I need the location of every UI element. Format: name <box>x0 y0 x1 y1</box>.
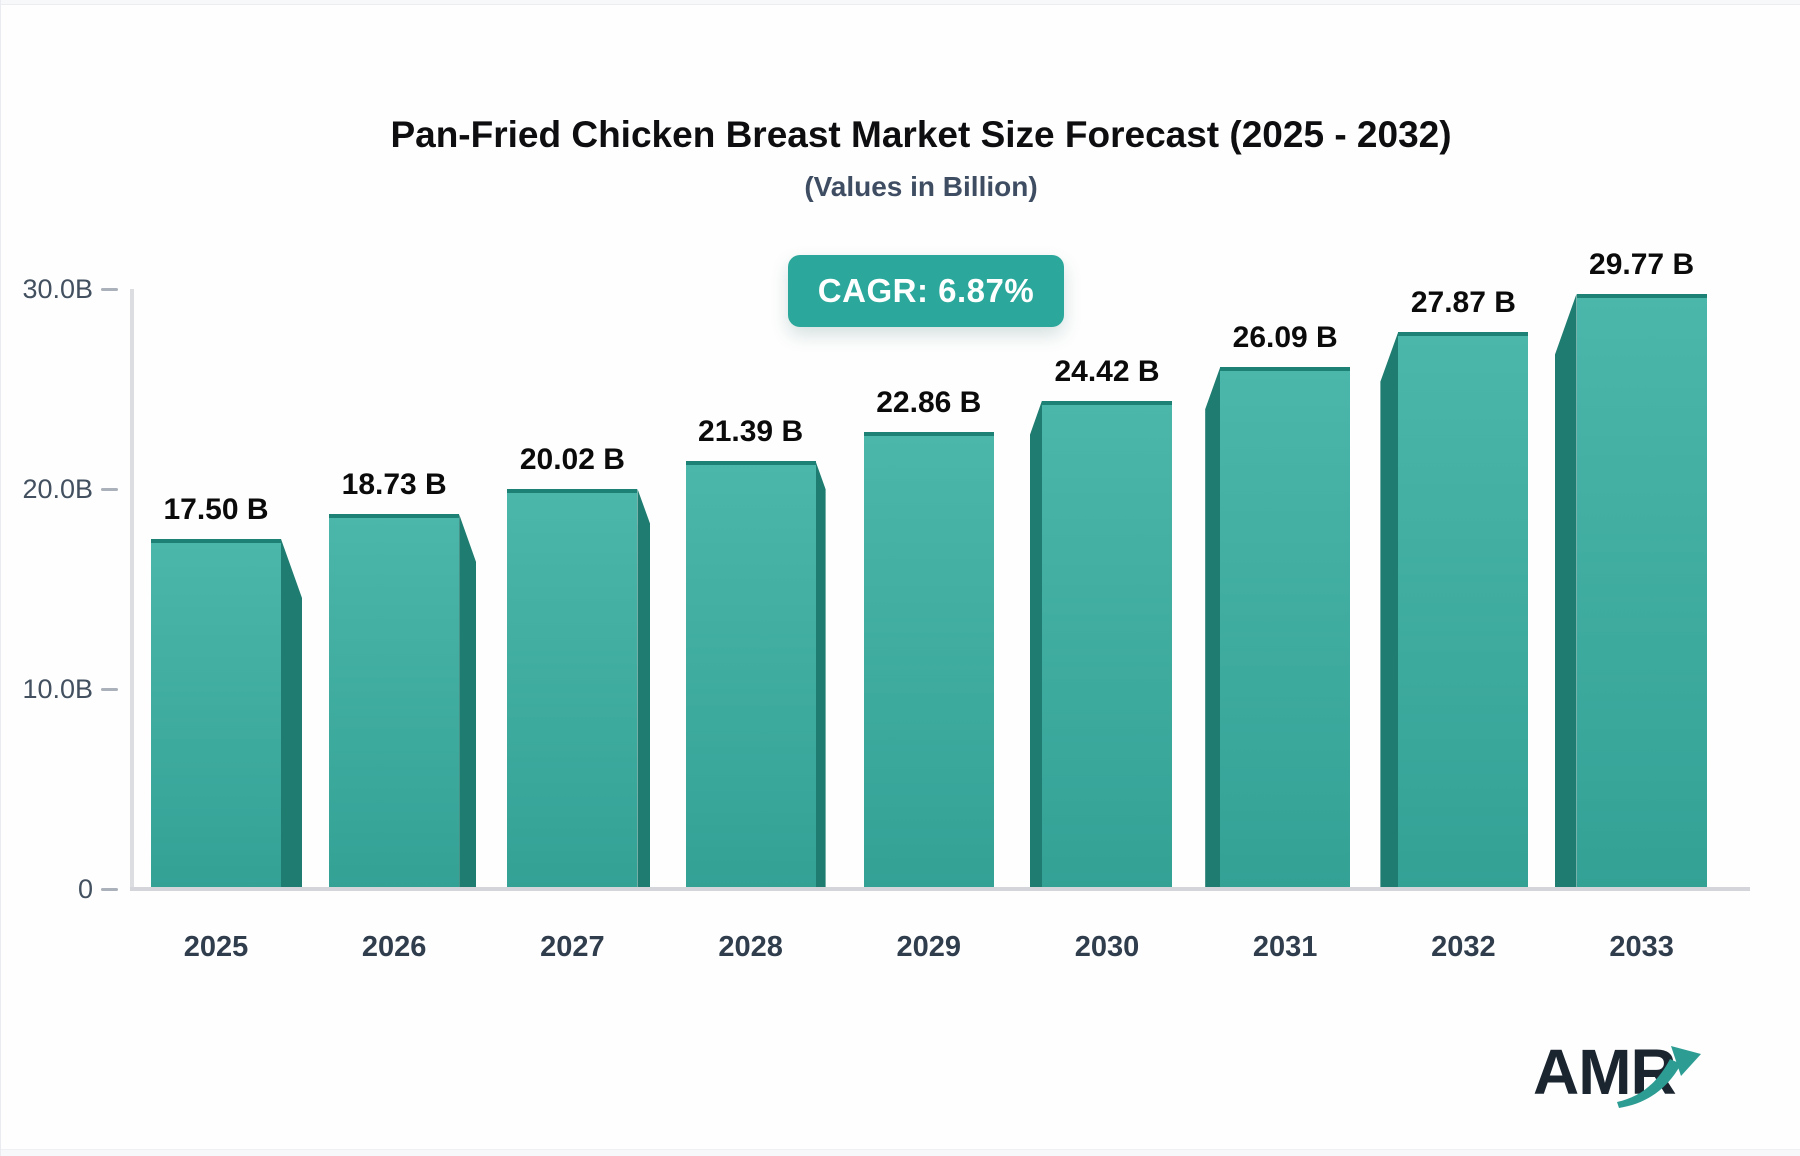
bar-side-bevel <box>815 461 826 889</box>
bottom-edge-strip <box>1 1149 1800 1156</box>
bar-value-label: 22.86 B <box>876 385 982 419</box>
bar-value-label: 20.02 B <box>519 442 625 476</box>
bar-face[interactable] <box>685 461 816 889</box>
x-tick-label: 2030 <box>1074 931 1140 963</box>
bar-2033[interactable] <box>1554 293 1707 889</box>
bar-face[interactable] <box>1220 367 1351 889</box>
chart-subtitle: (Values in Billion) <box>804 171 1038 202</box>
bar-face[interactable] <box>1042 400 1172 889</box>
bar-value-label: 21.39 B <box>698 415 804 449</box>
cagr-badge: CAGR: 6.87% <box>788 255 1064 327</box>
trend-up-arrow-icon <box>1617 1046 1701 1108</box>
x-tick-label: 2029 <box>896 931 962 963</box>
bar-value-label: 29.77 B <box>1589 247 1695 281</box>
x-tick-label: 2025 <box>183 931 249 963</box>
x-tick-label: 2026 <box>361 931 427 963</box>
y-axis-line <box>130 289 134 890</box>
top-edge-strip <box>1 0 1800 5</box>
x-tick-label: 2028 <box>718 931 783 963</box>
amr-logo-text: AMR <box>1533 1036 1677 1108</box>
y-tick-mark <box>101 488 118 491</box>
bar-value-label: 17.50 B <box>163 493 269 526</box>
bar-2032[interactable] <box>1380 331 1529 889</box>
bar-value-label: 27.87 B <box>1410 285 1516 319</box>
bar-2028[interactable] <box>685 461 826 889</box>
cagr-badge-label: CAGR: 6.87% <box>817 272 1035 309</box>
bar-side-bevel <box>281 539 302 889</box>
bar-side-bevel <box>1380 331 1399 889</box>
bar-side-bevel <box>1205 367 1221 889</box>
bar-2030[interactable] <box>1030 400 1172 889</box>
y-tick-label: 30.0B <box>22 274 93 304</box>
bar-side-bevel <box>1554 293 1577 889</box>
bar-face[interactable] <box>863 431 994 889</box>
bar-2026[interactable] <box>329 514 477 889</box>
y-tick-label: 20.0B <box>22 474 93 504</box>
bar-side-bevel <box>637 488 651 889</box>
bar-value-label: 24.42 B <box>1054 354 1160 388</box>
bar-side-bevel <box>459 514 477 889</box>
bar-2031[interactable] <box>1205 367 1351 889</box>
y-tick-mark <box>101 888 118 891</box>
y-tick-label: 0 <box>77 874 93 904</box>
amr-logo: AMR <box>1513 1028 1753 1124</box>
bar-value-label: 26.09 B <box>1232 321 1338 355</box>
bar-face[interactable] <box>151 539 281 889</box>
x-tick-label: 2033 <box>1609 931 1674 963</box>
bar-face[interactable] <box>507 488 638 889</box>
y-tick-label: 10.0B <box>22 674 93 704</box>
y-tick-mark <box>101 688 118 691</box>
bar-face[interactable] <box>329 514 460 889</box>
y-tick-mark <box>101 288 118 291</box>
bar-2025[interactable] <box>151 539 302 889</box>
bar-2029[interactable] <box>863 431 994 889</box>
chart-title: Pan-Fried Chicken Breast Market Size For… <box>390 114 1452 155</box>
x-tick-label: 2031 <box>1252 931 1318 963</box>
bar-face[interactable] <box>1576 293 1707 889</box>
x-tick-label: 2027 <box>540 931 605 963</box>
bar-value-label: 18.73 B <box>341 468 447 502</box>
bar-side-bevel <box>1030 400 1042 889</box>
x-axis-line <box>130 887 1750 891</box>
bar-face[interactable] <box>1398 331 1529 889</box>
bar-2027[interactable] <box>507 488 651 889</box>
x-tick-label: 2032 <box>1431 931 1496 963</box>
